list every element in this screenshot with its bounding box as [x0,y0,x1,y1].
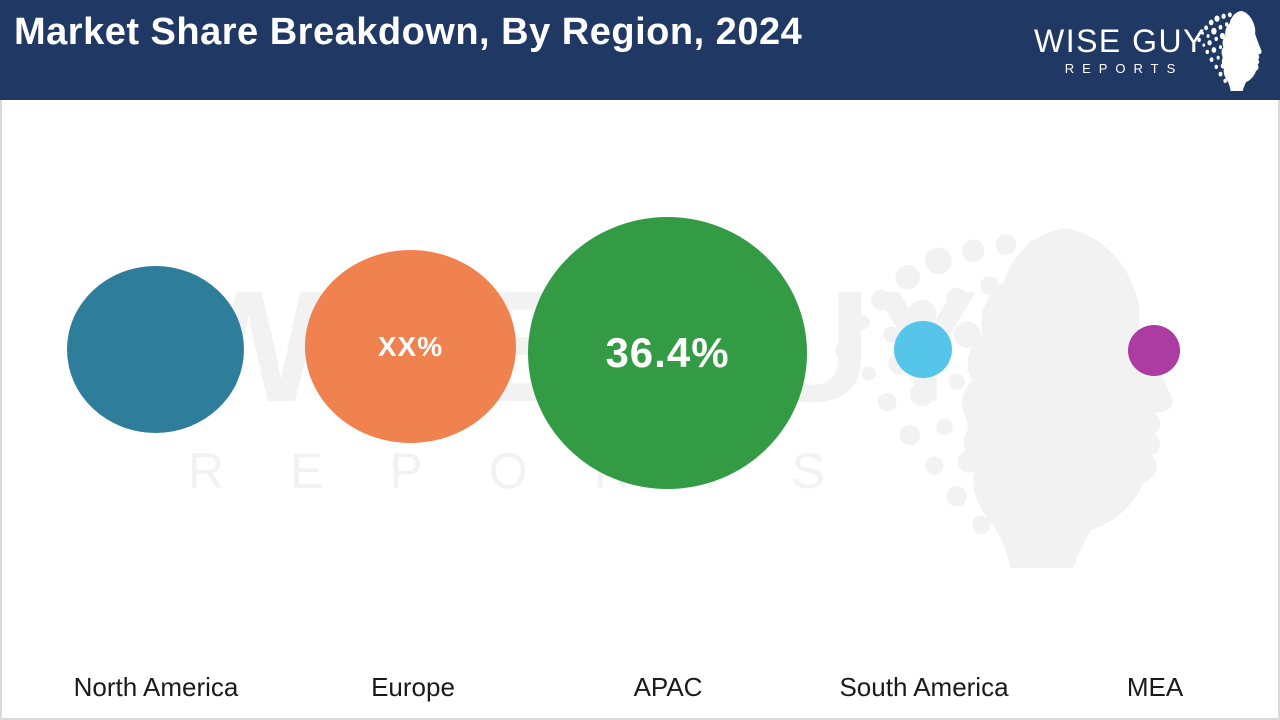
category-label-mea: MEA [1126,672,1184,702]
category-label-apac: APAC [633,672,703,702]
header-bar: Market Share Breakdown, By Region, 2024 … [0,0,1280,100]
brand-subtitle: REPORTS [1064,61,1184,76]
category-label-north-america: North America [73,672,239,702]
bubble-value-apac: 36.4% [605,329,730,376]
category-label-south-america: South America [839,672,1009,702]
category-label-europe: Europe [371,672,455,702]
bubble-europe[interactable]: XX% [305,250,516,443]
bubble-apac[interactable]: 36.4% [528,217,807,489]
chart-area: WISE GUY REPORTS XX% 36.4% North America… [0,100,1280,720]
watermark-subtext: REPORTS [188,443,891,499]
brand-logo: WISE GUY REPORTS [1034,0,1266,100]
brand-name: WISE GUY [1033,23,1206,59]
bubble-value-europe: XX% [377,330,444,362]
bubble-north-america[interactable] [67,266,244,433]
watermark-head-icon [835,228,1173,568]
brand-head-icon [1197,10,1262,91]
bubble-mea[interactable] [1128,325,1180,376]
brand-logo-text: WISE GUY REPORTS [1034,24,1206,76]
page-title: Market Share Breakdown, By Region, 2024 [14,11,803,53]
bubble-south-america[interactable] [894,321,952,378]
